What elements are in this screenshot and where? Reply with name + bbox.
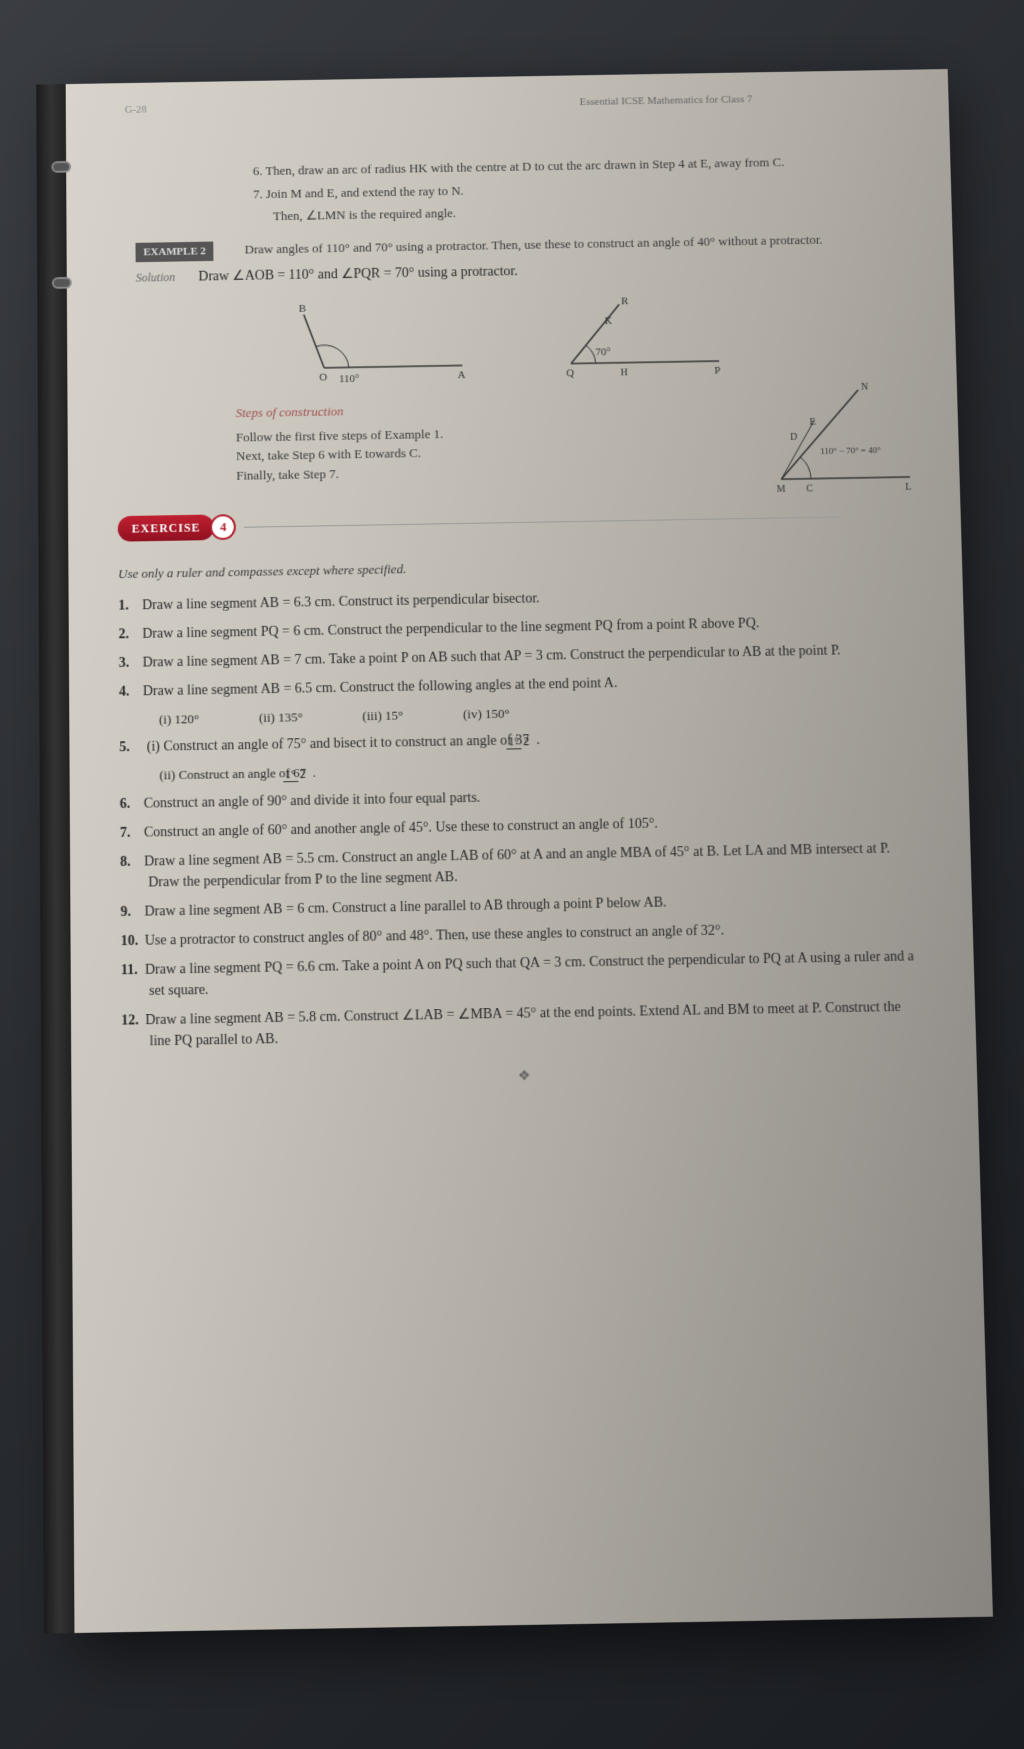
svg-text:K: K	[605, 316, 613, 327]
question-11: 11.Draw a line segment PQ = 6.6 cm. Take…	[121, 946, 925, 1002]
svg-text:E: E	[809, 417, 815, 428]
question-12: 12.Draw a line segment AB = 5.8 cm. Cons…	[121, 996, 926, 1052]
q4-part-i: (i) 120°	[159, 709, 199, 729]
question-5-ii: (ii) Construct an angle of 67 1°2 .	[159, 752, 918, 785]
angle-diagram-110: 110° O B A	[294, 297, 473, 388]
question-8: 8.Draw a line segment AB = 5.5 cm. Const…	[120, 838, 921, 894]
spiral-ring	[52, 277, 72, 289]
question-3: 3.Draw a line segment AB = 7 cm. Take a …	[119, 639, 915, 674]
svg-text:C: C	[806, 483, 813, 494]
question-4-parts: (i) 120° (ii) 135° (iii) 15° (iv) 150°	[159, 696, 917, 729]
diagram-row: 110° O B A 70° Q R K H P	[116, 290, 907, 391]
svg-text:H: H	[620, 367, 627, 378]
svg-text:R: R	[621, 295, 629, 307]
end-ornament: ❖	[122, 1058, 927, 1093]
question-6: 6.Construct an angle of 90° and divide i…	[120, 780, 919, 815]
svg-text:L: L	[905, 482, 911, 493]
solution-text: Draw ∠AOB = 110° and ∠PQR = 70° using a …	[198, 264, 518, 284]
q4-part-iv: (iv) 150°	[463, 703, 510, 723]
solution-label: Solution	[136, 270, 176, 284]
question-7: 7.Construct an angle of 60° and another …	[120, 809, 920, 844]
question-5: 5. (i) Construct an angle of 75° and bis…	[119, 724, 917, 759]
book-binding	[36, 84, 74, 1633]
svg-text:70°: 70°	[595, 346, 610, 358]
svg-text:O: O	[319, 372, 327, 384]
exercise-rule	[244, 516, 839, 527]
svg-text:P: P	[714, 365, 720, 377]
svg-text:D: D	[790, 432, 797, 443]
svg-text:N: N	[861, 382, 868, 393]
spiral-ring	[51, 161, 71, 173]
exercise-badge: EXERCISE 4	[118, 504, 840, 542]
svg-text:M: M	[776, 484, 785, 495]
svg-text:110°: 110°	[339, 373, 359, 385]
page-number: G-28	[125, 102, 147, 118]
exercise-label: EXERCISE	[118, 514, 215, 541]
example-2-text: Draw angles of 110° and 70° using a prot…	[245, 232, 823, 256]
question-9: 9.Draw a line segment AB = 6 cm. Constru…	[120, 888, 922, 923]
svg-text:Q: Q	[566, 367, 574, 379]
q4-part-ii: (ii) 135°	[259, 707, 303, 727]
svg-text:B: B	[299, 303, 306, 315]
question-4: 4.Draw a line segment AB = 6.5 cm. Const…	[119, 668, 916, 703]
q4-part-iii: (iii) 15°	[362, 705, 403, 725]
example-2-label: EXAMPLE 2	[135, 241, 213, 262]
book-header: Essential ICSE Mathematics for Class 7	[579, 92, 752, 111]
svg-text:110° − 70° = 40°: 110° − 70° = 40°	[820, 445, 881, 456]
svg-text:A: A	[458, 369, 466, 381]
angle-diagram-40: N E D 110° − 70° = 40° M C L	[759, 379, 920, 499]
question-1: 1.Draw a line segment AB = 6.3 cm. Const…	[118, 582, 913, 616]
exercise-instruction: Use only a ruler and compasses except wh…	[118, 551, 913, 584]
exercise-number: 4	[210, 514, 236, 540]
question-2: 2.Draw a line segment PQ = 6 cm. Constru…	[118, 610, 914, 645]
angle-diagram-70: 70° Q R K H P	[550, 293, 729, 384]
question-10: 10.Use a protractor to construct angles …	[121, 917, 923, 952]
textbook-page: G-28 Essential ICSE Mathematics for Clas…	[66, 69, 993, 1633]
